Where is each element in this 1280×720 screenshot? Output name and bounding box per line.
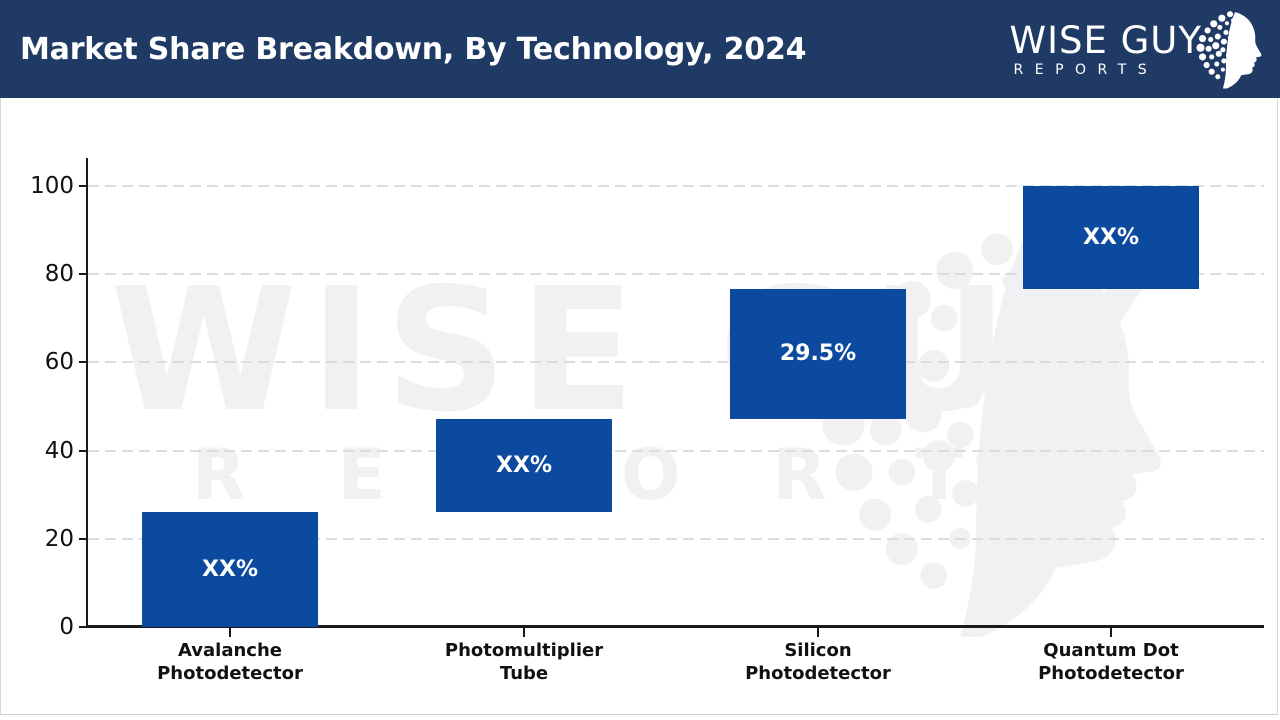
- logo-wordmark: WISE GUY: [1009, 18, 1202, 62]
- y-tick-label: 60: [44, 349, 74, 376]
- y-tick-mark: [79, 185, 87, 187]
- bar-value-label: XX%: [496, 453, 552, 479]
- header-bar: Market Share Breakdown, By Technology, 2…: [0, 0, 1280, 98]
- gridline: [88, 185, 1264, 187]
- x-category-label: Silicon Photodetector: [688, 640, 948, 685]
- y-tick-mark: [79, 361, 87, 364]
- y-tick-label: 0: [59, 614, 74, 640]
- y-tick-mark: [79, 273, 87, 276]
- x-tick-mark: [229, 628, 231, 637]
- x-category-line: Tube: [499, 662, 549, 684]
- gridline: [88, 537, 1264, 540]
- x-category-line: Photomultiplier: [444, 640, 604, 661]
- bar-segment: XX%: [1023, 186, 1199, 289]
- wiseguy-logo: WISE GUY REPORTS: [1010, 6, 1266, 92]
- logo-text: WISE GUY REPORTS: [1010, 22, 1202, 77]
- y-tick-label: 40: [44, 437, 74, 464]
- y-tick-label: 100: [30, 173, 74, 199]
- y-tick-mark: [79, 626, 87, 628]
- chart-title: Market Share Breakdown, By Technology, 2…: [20, 31, 807, 67]
- x-category-line: Silicon: [784, 640, 852, 661]
- gridline: [88, 449, 1264, 452]
- gridline: [88, 361, 1264, 364]
- y-tick-label: 20: [44, 525, 74, 552]
- y-axis-line: [86, 158, 88, 628]
- y-tick-label: 80: [44, 261, 74, 288]
- x-tick-mark: [523, 628, 525, 637]
- x-tick-mark: [817, 628, 819, 637]
- logo-subtitle: REPORTS: [1013, 61, 1159, 78]
- bar-value-label: XX%: [1083, 224, 1139, 250]
- x-category-line: Avalanche: [178, 640, 282, 661]
- y-tick-mark: [79, 449, 87, 452]
- gridline: [88, 273, 1264, 276]
- x-tick-mark: [1110, 628, 1112, 637]
- x-category-label: Quantum Dot Photodetector: [981, 640, 1241, 685]
- x-category-line: Quantum Dot: [1043, 640, 1179, 661]
- x-category-label: Photomultiplier Tube: [394, 640, 654, 685]
- x-category-line: Photodetector: [1038, 662, 1184, 684]
- x-category-line: Photodetector: [745, 662, 891, 684]
- x-category-line: Photodetector: [157, 662, 303, 684]
- y-tick-mark: [79, 537, 87, 540]
- bar-value-label: XX%: [202, 557, 258, 583]
- bar-value-label: 29.5%: [779, 341, 857, 367]
- bar-segment: XX%: [436, 418, 612, 513]
- x-category-label: Avalanche Photodetector: [100, 640, 360, 685]
- bar-segment: XX%: [142, 512, 318, 627]
- bar-segment: 29.5%: [730, 288, 906, 419]
- x-axis-line: [86, 625, 1264, 628]
